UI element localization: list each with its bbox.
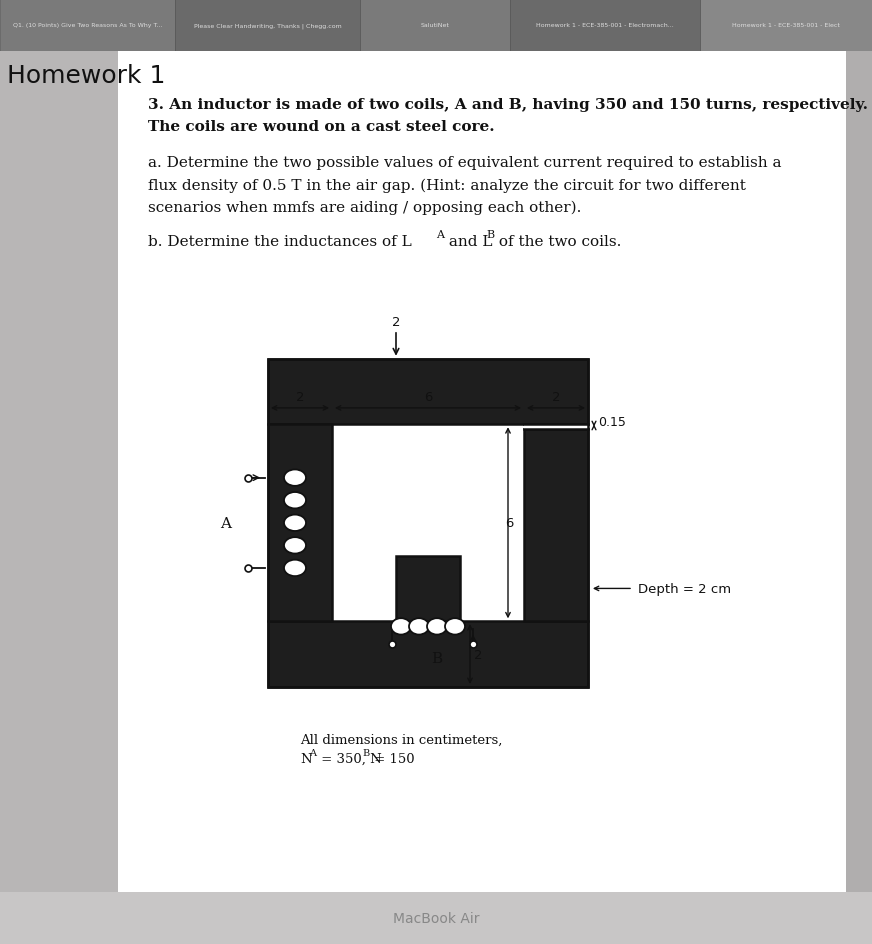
Bar <box>360 0 510 52</box>
Text: b. Determine the inductances of L: b. Determine the inductances of L <box>148 234 412 248</box>
Text: and L: and L <box>444 234 493 248</box>
Text: SalutiNet: SalutiNet <box>420 24 449 28</box>
Ellipse shape <box>445 618 465 635</box>
Ellipse shape <box>409 618 429 635</box>
Ellipse shape <box>391 618 411 635</box>
Text: = 350, N: = 350, N <box>317 751 382 765</box>
Text: The coils are wound on a cast steel core.: The coils are wound on a cast steel core… <box>148 120 494 133</box>
Bar <box>0 52 118 892</box>
Ellipse shape <box>284 560 306 577</box>
Text: a. Determine the two possible values of equivalent current required to establish: a. Determine the two possible values of … <box>148 156 781 169</box>
Text: B: B <box>486 230 494 240</box>
Ellipse shape <box>284 537 306 554</box>
Text: Depth = 2 cm: Depth = 2 cm <box>638 582 731 596</box>
Text: 2: 2 <box>474 648 482 661</box>
Text: Please Clear Handwriting, Thanks | Chegg.com: Please Clear Handwriting, Thanks | Chegg… <box>194 24 341 28</box>
Text: A: A <box>309 749 316 758</box>
Ellipse shape <box>284 470 306 486</box>
Text: 2: 2 <box>392 315 400 329</box>
Text: B: B <box>362 749 369 758</box>
Bar <box>0 0 175 52</box>
Text: 2: 2 <box>296 391 304 403</box>
Text: Homework 1 - ECE-385-001 - Electromach...: Homework 1 - ECE-385-001 - Electromach..… <box>536 24 674 28</box>
Text: All dimensions in centimeters,: All dimensions in centimeters, <box>300 733 502 747</box>
Text: B: B <box>432 651 443 666</box>
Text: Homework 1 - ECE-385-001 - Elect: Homework 1 - ECE-385-001 - Elect <box>732 24 840 28</box>
Bar <box>118 52 846 892</box>
Bar <box>268 621 588 687</box>
Text: flux density of 0.5 T in the air gap. (Hint: analyze the circuit for two differe: flux density of 0.5 T in the air gap. (H… <box>148 177 746 193</box>
Text: 2: 2 <box>552 391 560 403</box>
Text: = 150: = 150 <box>370 751 414 765</box>
Text: MacBook Air: MacBook Air <box>392 911 480 924</box>
Text: N: N <box>300 751 311 765</box>
Bar <box>700 0 872 52</box>
Bar <box>268 360 588 425</box>
Text: of the two coils.: of the two coils. <box>494 234 622 248</box>
Text: Homework 1: Homework 1 <box>7 64 166 88</box>
Bar <box>524 425 588 430</box>
Text: Q1. (10 Points) Give Two Reasons As To Why T...: Q1. (10 Points) Give Two Reasons As To W… <box>13 24 162 28</box>
Bar <box>396 556 460 621</box>
Bar <box>268 360 588 687</box>
Text: A: A <box>436 230 444 240</box>
Text: 6: 6 <box>424 391 433 403</box>
Text: 6: 6 <box>505 516 513 530</box>
Ellipse shape <box>284 515 306 531</box>
Ellipse shape <box>427 618 447 635</box>
Ellipse shape <box>284 493 306 509</box>
Bar <box>268 425 332 621</box>
Bar <box>175 0 360 52</box>
Text: scenarios when mmfs are aiding / opposing each other).: scenarios when mmfs are aiding / opposin… <box>148 200 582 215</box>
Bar <box>524 430 588 621</box>
Text: 0.15: 0.15 <box>598 415 626 429</box>
Text: A: A <box>221 516 231 531</box>
Bar <box>846 52 872 892</box>
Text: 3. An inductor is made of two coils, A and B, having 350 and 150 turns, respecti: 3. An inductor is made of two coils, A a… <box>148 98 868 112</box>
Bar <box>510 0 700 52</box>
